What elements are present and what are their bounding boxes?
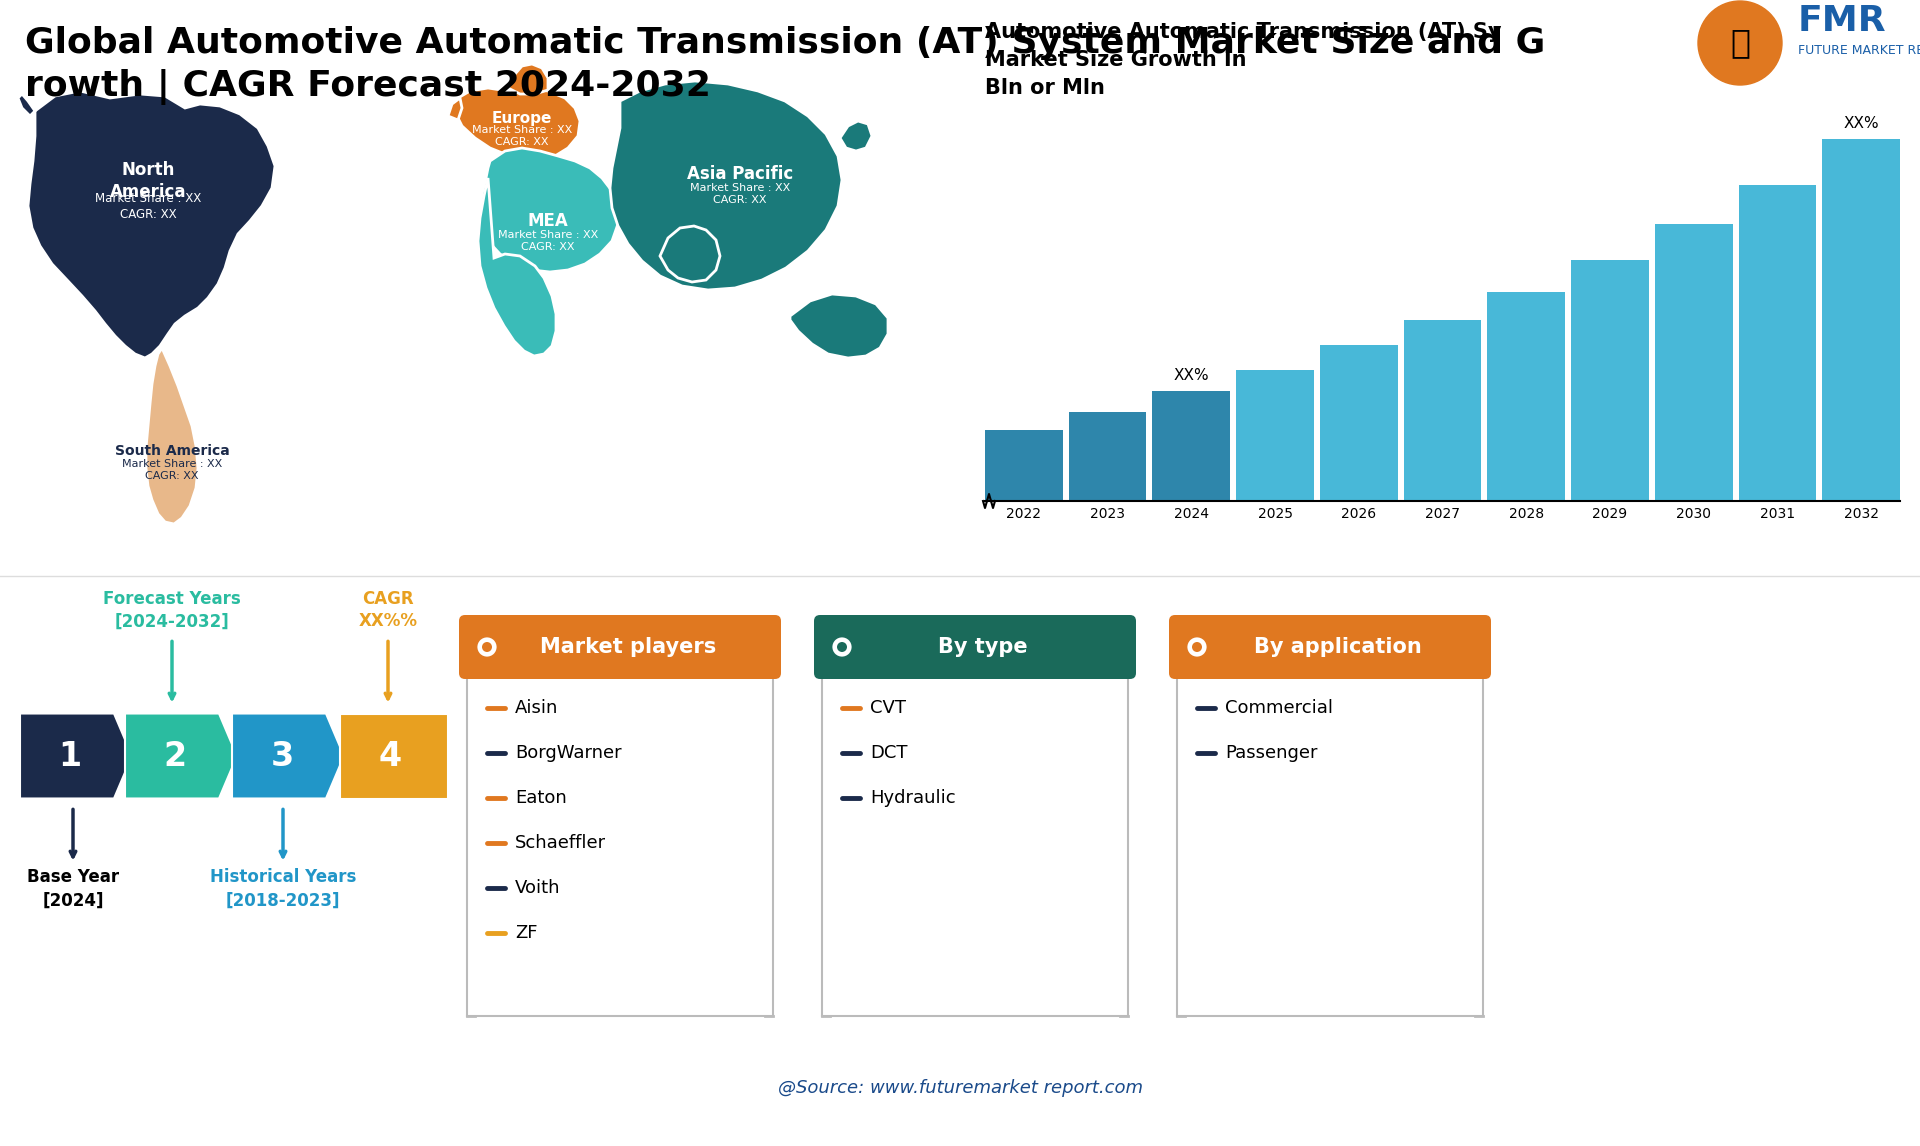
Text: DCT: DCT [870,744,908,762]
Circle shape [1697,1,1782,85]
Polygon shape [789,295,887,358]
Text: CVT: CVT [870,699,906,717]
Polygon shape [447,99,463,120]
Bar [985,430,1064,501]
Polygon shape [125,714,236,799]
Text: 2024: 2024 [1173,507,1210,521]
Polygon shape [509,64,547,94]
Text: North
America: North America [109,160,186,201]
Text: 2022: 2022 [1006,507,1041,521]
Bar [1404,320,1482,501]
Circle shape [837,642,847,652]
Text: Hydraulic: Hydraulic [870,788,956,807]
Text: MEA: MEA [528,212,568,230]
Text: CAGR
XX%%: CAGR XX%% [359,589,417,630]
Text: Market players: Market players [540,637,716,657]
Text: 🏃: 🏃 [1730,26,1749,60]
Text: XX%: XX% [1173,368,1210,383]
Bar [1571,260,1649,501]
Text: Asia Pacific: Asia Pacific [687,165,793,183]
Polygon shape [455,88,580,160]
Text: Base Year
[2024]: Base Year [2024] [27,869,119,910]
Polygon shape [17,94,35,116]
Text: Aisin: Aisin [515,699,559,717]
Text: 2027: 2027 [1425,507,1459,521]
Text: Forecast Years
[2024-2032]: Forecast Years [2024-2032] [104,589,240,630]
Text: 1: 1 [58,739,81,772]
Text: @Source: www.futuremarket report.com: @Source: www.futuremarket report.com [778,1080,1142,1097]
Text: 3: 3 [271,739,294,772]
Polygon shape [841,121,872,151]
Text: Market Share : XX
CAGR: XX: Market Share : XX CAGR: XX [472,125,572,147]
Text: 2032: 2032 [1843,507,1878,521]
Text: Voith: Voith [515,879,561,897]
Polygon shape [478,178,557,356]
Text: 2028: 2028 [1509,507,1544,521]
Bar [1738,186,1816,501]
Text: FUTURE MARKET REPORT: FUTURE MARKET REPORT [1797,45,1920,57]
Text: Commercial: Commercial [1225,699,1332,717]
Circle shape [1187,636,1208,658]
Text: 2025: 2025 [1258,507,1292,521]
Circle shape [482,642,492,652]
Text: FMR: FMR [1797,3,1887,38]
Bar [1152,391,1231,501]
Text: 2023: 2023 [1091,507,1125,521]
Text: XX%: XX% [1843,116,1880,131]
Text: ZF: ZF [515,924,538,942]
Text: 2026: 2026 [1342,507,1377,521]
Text: Market Share : XX
CAGR: XX: Market Share : XX CAGR: XX [94,191,202,220]
Text: 4: 4 [378,739,401,772]
Text: Automotive Automatic Transmission (AT) Sy
Market Size Growth In
Bln or Mln: Automotive Automatic Transmission (AT) S… [985,22,1501,99]
Text: By application: By application [1254,637,1423,657]
Bar [1236,370,1313,501]
Bar [1655,225,1732,501]
Bar [1822,139,1901,501]
Polygon shape [146,348,198,524]
Text: Market Share : XX
CAGR: XX: Market Share : XX CAGR: XX [121,458,223,481]
Text: Eaton: Eaton [515,788,566,807]
Circle shape [476,636,497,658]
Circle shape [831,636,852,658]
Text: South America: South America [115,444,228,458]
Text: Schaeffler: Schaeffler [515,834,607,851]
Text: Passenger: Passenger [1225,744,1317,762]
Polygon shape [480,148,618,272]
FancyBboxPatch shape [1169,615,1492,678]
Text: 2030: 2030 [1676,507,1711,521]
Text: 2029: 2029 [1592,507,1628,521]
Polygon shape [660,226,720,282]
Text: Market Share : XX
CAGR: XX: Market Share : XX CAGR: XX [689,183,791,205]
FancyBboxPatch shape [459,615,781,678]
Polygon shape [19,714,132,799]
Text: By type: By type [939,637,1027,657]
Polygon shape [232,714,344,799]
FancyBboxPatch shape [814,615,1137,678]
Bar [1319,345,1398,501]
Bar [1488,292,1565,501]
Text: 2: 2 [163,739,186,772]
Text: Global Automotive Automatic Transmission (AT) System Market Size and G
rowth | C: Global Automotive Automatic Transmission… [25,26,1546,105]
Text: Historical Years
[2018-2023]: Historical Years [2018-2023] [209,869,357,910]
Text: Europe: Europe [492,110,553,126]
Text: BorgWarner: BorgWarner [515,744,622,762]
Circle shape [1192,642,1202,652]
Polygon shape [340,714,447,799]
Text: 2031: 2031 [1761,507,1795,521]
Text: Market Share : XX
CAGR: XX: Market Share : XX CAGR: XX [497,230,599,252]
Polygon shape [29,91,275,358]
Polygon shape [611,81,843,290]
Bar [1069,413,1146,501]
